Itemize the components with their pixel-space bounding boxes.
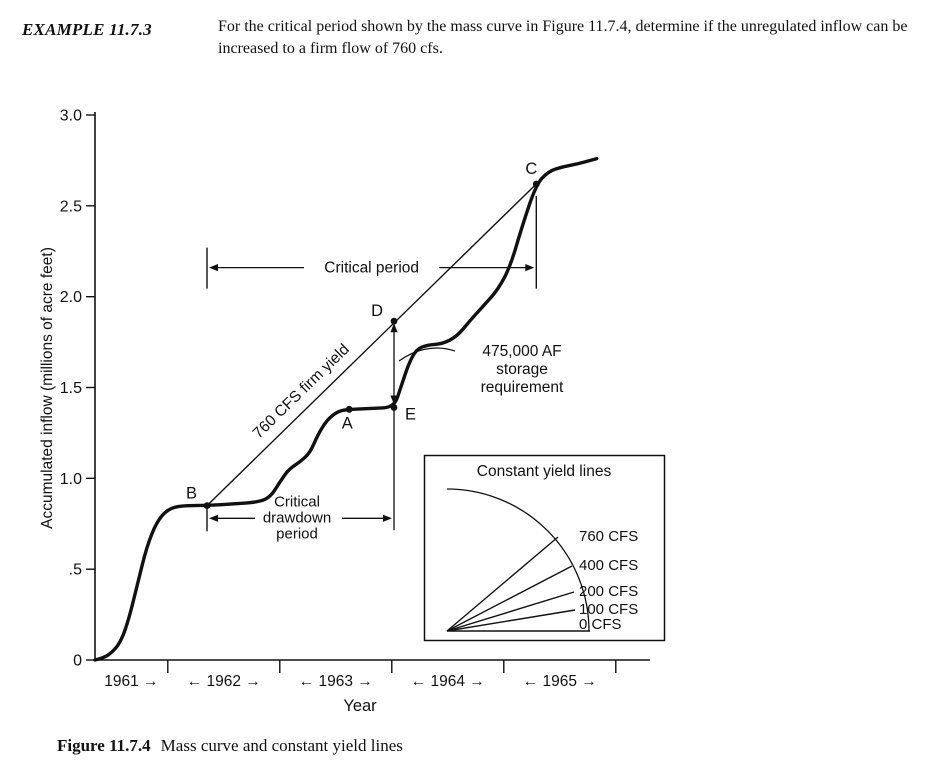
storage-label-line: 475,000 AF [482,343,561,360]
x-year-label: ← 1965 → [523,673,597,690]
x-year-label: ← 1962 → [187,673,261,690]
critical-period-label: Critical period [324,260,419,277]
point-label-B: B [186,485,197,503]
critical-period-right-arrowhead [525,264,535,272]
point-label-E: E [405,406,416,424]
x-axis-title: Year [343,697,377,715]
figure-caption-text: Mass curve and constant yield lines [160,736,403,755]
y-axis-title: Accumulated inflow (millions of acre fee… [39,247,56,529]
drawdown-right-arrowhead [383,514,392,522]
point-E [390,404,398,411]
inset-yield-line [446,536,559,632]
mass-curve [93,156,599,662]
critical-period-left-arrowhead [209,264,218,272]
storage-up-arrowhead [390,323,398,333]
point-label-D: D [371,302,383,320]
inset-yield-label: 0 CFS [579,616,622,633]
storage-leader-line [398,347,456,362]
x-year-label: ← 1964 → [411,673,485,690]
inset-title: Constant yield lines [477,463,612,480]
storage-label-line: requirement [481,379,564,396]
drawdown-left-arrowhead [209,514,218,522]
x-year-label: 1961 → [104,673,158,690]
point-label-A: A [342,414,353,432]
y-tick-label: 2.5 [60,198,82,215]
drawdown-label-line: drawdown [263,509,331,526]
example-problem-text: For the critical period shown by the mas… [218,18,908,58]
y-tick-label: .5 [69,562,82,579]
drawdown-label-line: period [276,525,318,542]
figure-caption-label: Figure 11.7.4 [57,736,151,755]
x-year-label: ← 1963 → [299,673,373,690]
point-C [532,180,540,188]
firm-yield-label: 760 CFS firm yield [250,341,353,442]
y-tick-label: 1.5 [60,380,82,397]
point-A [345,405,353,413]
inset-yield-label: 200 CFS [579,583,638,600]
drawdown-label-line: Critical [274,493,320,510]
y-tick-label: 2.0 [60,289,82,306]
point-label-C: C [525,160,537,178]
example-label: EXAMPLE 11.7.3 [22,20,152,39]
inset-yield-label: 760 CFS [579,528,638,545]
point-D [390,317,398,325]
inset-yield-label: 100 CFS [579,601,638,618]
inset-yield-line [446,591,575,632]
inset-box [423,454,666,642]
firm-yield-line [206,183,537,507]
storage-label-line: storage [496,361,548,378]
y-tick-label: 3.0 [60,108,82,125]
y-tick-label: 1.0 [60,471,82,488]
point-B [203,502,211,509]
inset-arc [446,488,590,632]
inset-yield-line [446,565,573,632]
inset-yield-line [446,609,576,632]
storage-down-arrowhead [390,395,398,405]
y-tick-label: 0 [73,653,82,670]
figure-caption: Figure 11.7.4 Mass curve and constant yie… [57,736,403,756]
inset-yield-label: 400 CFS [579,557,638,574]
